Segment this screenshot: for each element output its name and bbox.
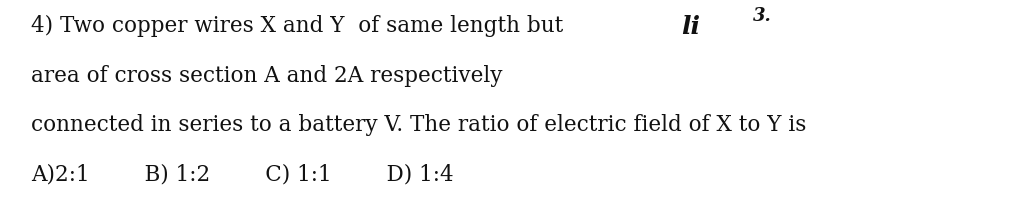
Text: li: li: [681, 15, 700, 39]
Text: A)2:1        B) 1:2        C) 1:1        D) 1:4: A)2:1 B) 1:2 C) 1:1 D) 1:4: [31, 163, 454, 185]
Text: area of cross section A and 2A respectively: area of cross section A and 2A respectiv…: [31, 65, 502, 87]
Text: 3.: 3.: [753, 7, 771, 25]
Text: 4) Two copper wires X and Y  of same length but: 4) Two copper wires X and Y of same leng…: [31, 15, 563, 37]
Text: connected in series to a battery V. The ratio of electric field of X to Y is: connected in series to a battery V. The …: [31, 114, 806, 136]
